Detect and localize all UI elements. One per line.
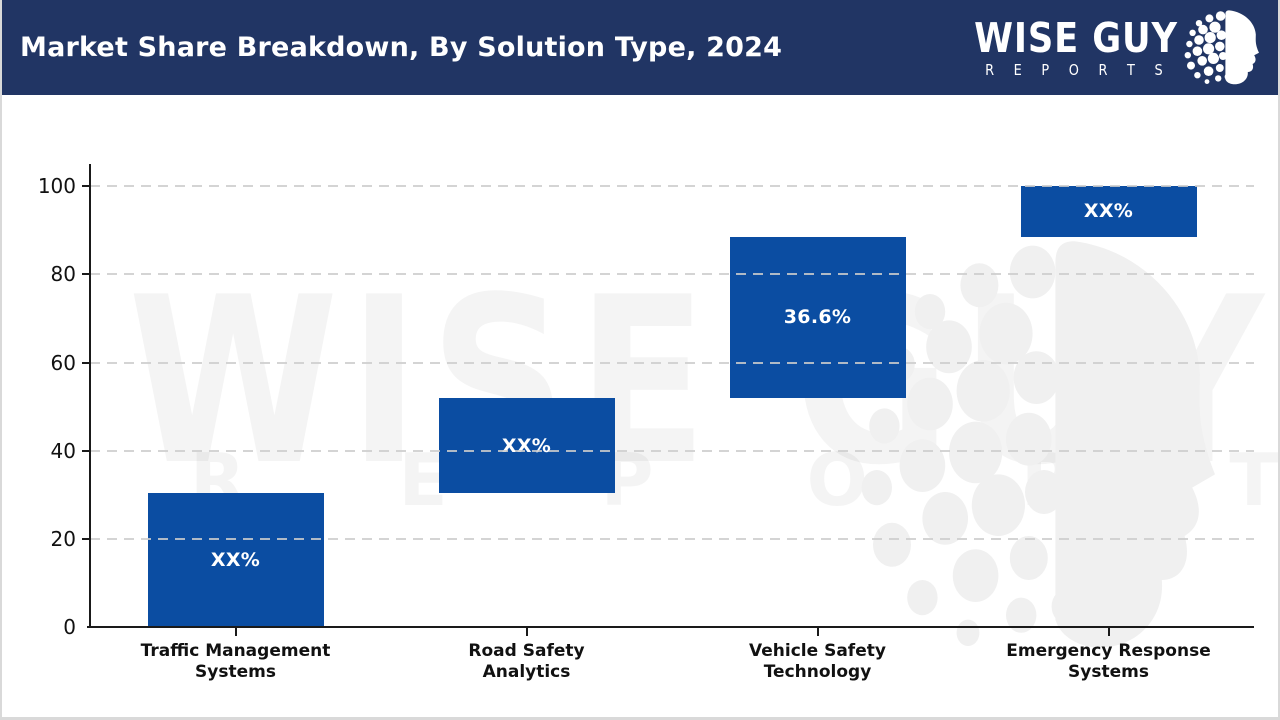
y-tick-label-40: 40 <box>50 438 76 463</box>
x-category-label-line: Road Safety <box>468 641 585 661</box>
bar-value-label: XX% <box>501 434 552 457</box>
y-tick-mark-60 <box>82 361 90 364</box>
y-tick-label-60: 60 <box>50 350 76 375</box>
logo-wordmark: WISE GUY R E P O R T S <box>974 13 1178 79</box>
y-tick-mark-100 <box>82 185 90 188</box>
logo: WISE GUY R E P O R T S <box>941 8 1264 88</box>
x-tick-mark-vehicle-safety-technology <box>816 628 819 636</box>
bar-emergency-response-systems: XX% <box>1020 186 1197 237</box>
logo-wise-guy-text: WISE GUY <box>974 13 1178 62</box>
y-tick-label-80: 80 <box>50 262 76 287</box>
x-category-label-line: Systems <box>1068 662 1149 683</box>
y-tick-mark-80 <box>82 273 90 276</box>
x-tick-mark-traffic-management-systems <box>234 628 237 636</box>
gridline-40 <box>90 449 1254 452</box>
x-category-label-line: Emergency Response <box>1006 641 1211 661</box>
logo-head-dots-icon <box>1184 9 1259 84</box>
x-category-label-line: Vehicle Safety <box>749 641 886 661</box>
y-tick-label-0: 0 <box>63 615 76 639</box>
x-category-label-traffic-management-systems: Traffic Management Systems <box>86 641 386 684</box>
y-tick-mark-40 <box>82 449 90 452</box>
watermark-head-dots-icon <box>861 241 1215 648</box>
x-axis-spine <box>87 626 1254 628</box>
bar-road-safety-analytics: XX% <box>438 397 615 494</box>
gridline-80 <box>90 273 1254 276</box>
y-tick-label-20: 20 <box>50 526 76 551</box>
x-category-label-line: Traffic Management <box>140 641 331 661</box>
x-tick-mark-emergency-response-systems <box>1107 628 1110 636</box>
gridline-60 <box>90 361 1254 364</box>
logo-reports-text: R E P O R T S <box>985 60 1171 79</box>
x-tick-mark-road-safety-analytics <box>525 628 528 636</box>
x-category-label-line: Systems <box>195 662 276 683</box>
bar-value-label: 36.6% <box>783 306 852 329</box>
bar-value-label: XX% <box>1083 200 1134 223</box>
x-category-label-line: Technology <box>763 662 872 683</box>
gridline-20 <box>90 537 1254 540</box>
bar-value-label: XX% <box>210 549 261 572</box>
x-category-label-vehicle-safety-technology: Vehicle Safety Technology <box>668 641 968 684</box>
bar-vehicle-safety-technology: 36.6% <box>729 236 906 398</box>
x-category-label-line: Analytics <box>482 662 571 683</box>
y-axis-spine <box>89 164 91 628</box>
x-category-label-emergency-response-systems: Emergency Response Systems <box>959 641 1259 684</box>
x-category-label-road-safety-analytics: Road Safety Analytics <box>377 641 677 684</box>
y-tick-mark-20 <box>82 537 90 540</box>
y-tick-label-100: 100 <box>37 174 76 199</box>
gridline-100 <box>90 185 1254 188</box>
bar-traffic-management-systems: XX% <box>147 493 324 627</box>
header-bar: Market Share Breakdown, By Solution Type… <box>2 0 1278 95</box>
page-title: Market Share Breakdown, By Solution Type… <box>20 32 783 63</box>
